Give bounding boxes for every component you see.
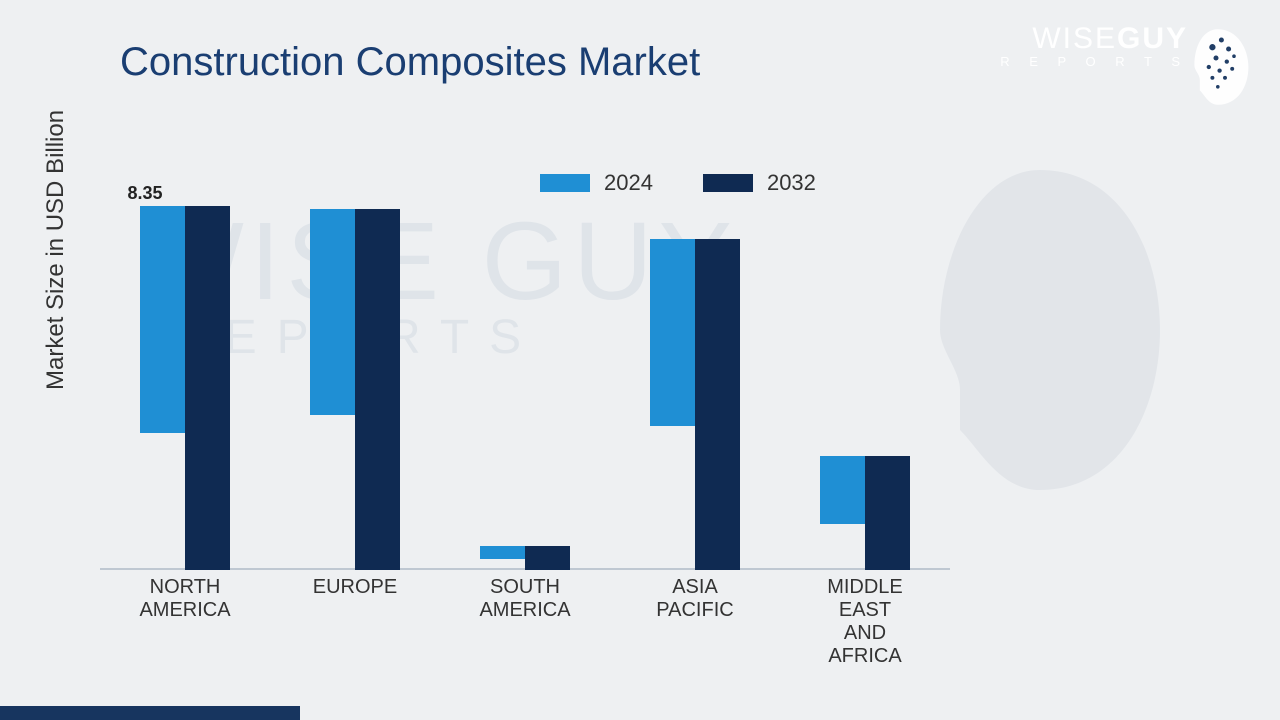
logo-guy: GUY bbox=[1117, 22, 1188, 55]
bar-sa-2032 bbox=[525, 546, 570, 570]
bar-value-label: 8.35 bbox=[127, 183, 162, 206]
bar-eu-2024 bbox=[310, 209, 355, 415]
x-label-eu: EUROPE bbox=[280, 576, 430, 599]
bar-group-ap bbox=[620, 239, 770, 570]
bar-na-2024: 8.35 bbox=[140, 206, 185, 433]
bar-mea-2024 bbox=[820, 456, 865, 524]
y-axis-label: Market Size in USD Billion bbox=[42, 110, 70, 390]
footer-accent-bar bbox=[0, 706, 300, 720]
logo-line1: WISEGUY bbox=[1000, 22, 1188, 56]
logo-line2: R E P O R T S bbox=[1000, 54, 1188, 69]
bar-mea-2032 bbox=[865, 456, 910, 570]
bar-sa-2024 bbox=[480, 546, 525, 560]
chart-canvas: WISE GUY REPORTS Construction Composites… bbox=[0, 0, 1280, 720]
bar-group-mea bbox=[790, 456, 940, 570]
x-label-ap: ASIAPACIFIC bbox=[620, 576, 770, 622]
bar-group-sa bbox=[450, 546, 600, 570]
bar-ap-2032 bbox=[695, 239, 740, 570]
bar-eu-2032 bbox=[355, 209, 400, 570]
x-label-mea: MIDDLEEASTANDAFRICA bbox=[790, 576, 940, 668]
bar-na-2032 bbox=[185, 206, 230, 570]
plot-area: 8.35 bbox=[100, 190, 950, 570]
chart-title: Construction Composites Market bbox=[120, 40, 700, 85]
bar-ap-2024 bbox=[650, 239, 695, 426]
bar-group-na: 8.35 bbox=[110, 206, 260, 570]
bar-group-eu bbox=[280, 209, 430, 570]
x-label-sa: SOUTHAMERICA bbox=[450, 576, 600, 622]
logo-wise: WISE bbox=[1032, 22, 1117, 55]
brand-logo: WISEGUY R E P O R T S bbox=[1000, 22, 1252, 69]
x-label-na: NORTHAMERICA bbox=[110, 576, 260, 622]
